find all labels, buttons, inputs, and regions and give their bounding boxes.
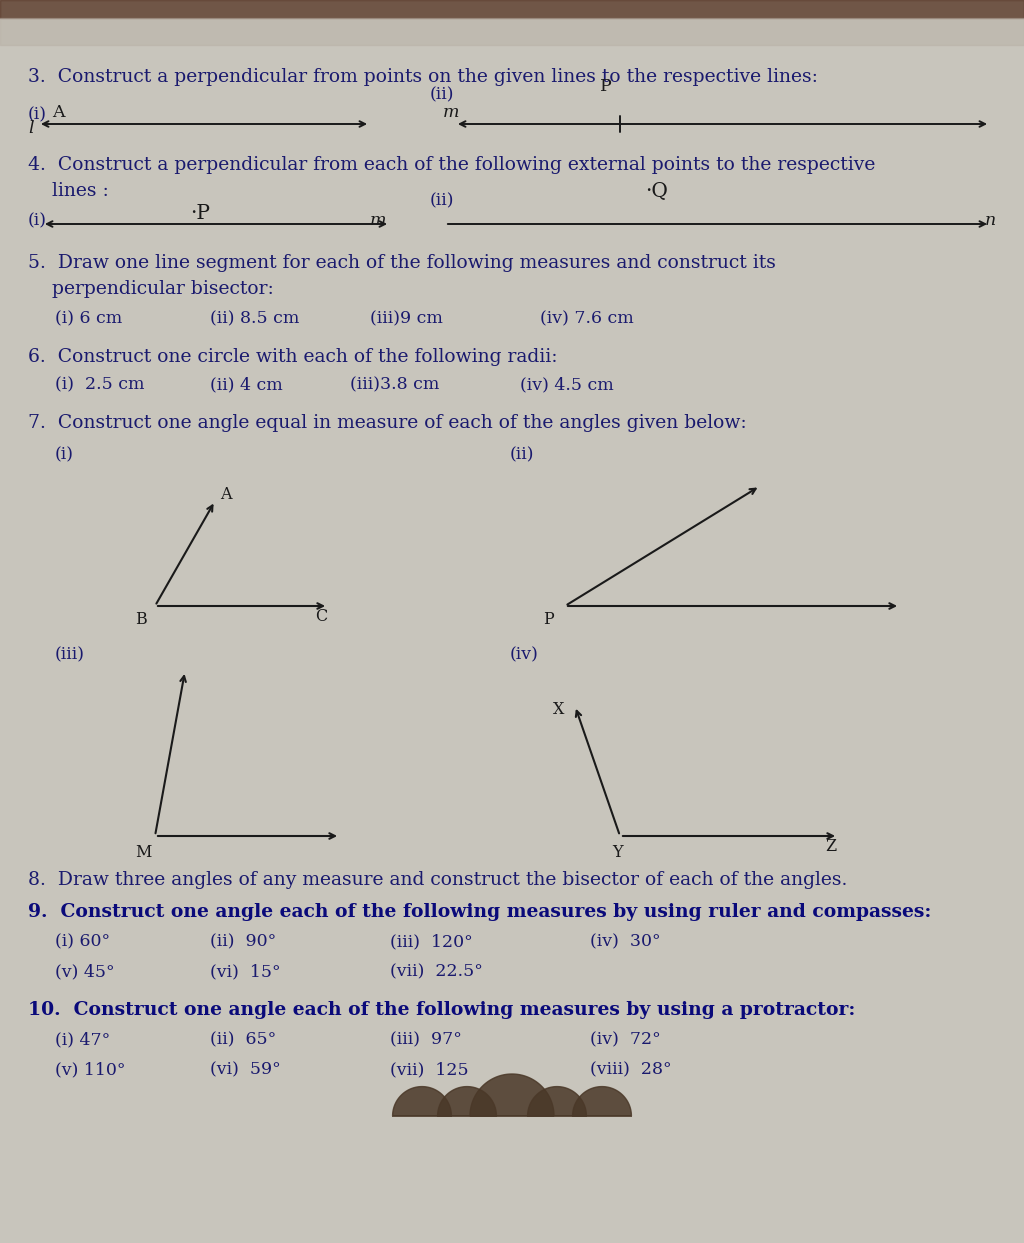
Text: (vii)  125: (vii) 125 [390, 1062, 469, 1078]
Text: 8.  Draw three angles of any measure and construct the bisector of each of the a: 8. Draw three angles of any measure and … [28, 871, 848, 889]
Text: 7.  Construct one angle equal in measure of each of the angles given below:: 7. Construct one angle equal in measure … [28, 414, 746, 433]
Text: 3.  Construct a perpendicular from points on the given lines to the respective l: 3. Construct a perpendicular from points… [28, 68, 818, 86]
Text: (iii)  120°: (iii) 120° [390, 933, 473, 950]
Text: (i) 47°: (i) 47° [55, 1030, 111, 1048]
Text: ·P: ·P [190, 204, 210, 222]
Polygon shape [392, 1086, 452, 1116]
Text: (iv) 4.5 cm: (iv) 4.5 cm [520, 375, 613, 393]
Polygon shape [527, 1086, 587, 1116]
Text: (viii)  28°: (viii) 28° [590, 1062, 672, 1078]
Text: (ii)  65°: (ii) 65° [210, 1030, 276, 1048]
Text: (v) 110°: (v) 110° [55, 1062, 126, 1078]
Text: (i): (i) [55, 446, 74, 462]
Text: (vi)  59°: (vi) 59° [210, 1062, 281, 1078]
Text: (iv) 7.6 cm: (iv) 7.6 cm [540, 310, 634, 327]
Text: A: A [220, 486, 231, 503]
Text: P: P [543, 612, 554, 628]
Text: (ii): (ii) [430, 191, 455, 209]
Text: m: m [443, 104, 460, 121]
Text: M: M [135, 844, 152, 861]
Text: C: C [315, 608, 328, 625]
Text: A: A [52, 104, 65, 121]
Text: (iii)3.8 cm: (iii)3.8 cm [350, 375, 439, 393]
Text: (iii)9 cm: (iii)9 cm [370, 310, 442, 327]
Text: (ii): (ii) [430, 86, 455, 103]
Text: Z: Z [825, 838, 837, 855]
Text: perpendicular bisector:: perpendicular bisector: [28, 280, 273, 298]
Text: n: n [985, 213, 996, 229]
Text: (iv): (iv) [510, 646, 539, 663]
Text: (i) 60°: (i) 60° [55, 933, 111, 950]
Text: m: m [370, 213, 386, 229]
Text: (i) 6 cm: (i) 6 cm [55, 310, 122, 327]
Text: (vii)  22.5°: (vii) 22.5° [390, 963, 483, 979]
Text: 10.  Construct one angle each of the following measures by using a protractor:: 10. Construct one angle each of the foll… [28, 1001, 855, 1019]
Text: 5.  Draw one line segment for each of the following measures and construct its: 5. Draw one line segment for each of the… [28, 254, 776, 272]
Text: B: B [135, 612, 146, 628]
Text: (ii) 4 cm: (ii) 4 cm [210, 375, 283, 393]
Text: 6.  Construct one circle with each of the following radii:: 6. Construct one circle with each of the… [28, 348, 557, 365]
Polygon shape [470, 1074, 554, 1116]
Polygon shape [437, 1086, 497, 1116]
Text: (i)  2.5 cm: (i) 2.5 cm [55, 375, 144, 393]
Text: (i): (i) [28, 106, 47, 123]
Text: 9.  Construct one angle each of the following measures by using ruler and compas: 9. Construct one angle each of the follo… [28, 902, 932, 921]
Text: l: l [28, 121, 34, 137]
Text: Y: Y [612, 844, 623, 861]
Text: X: X [553, 701, 564, 718]
Text: ·Q: ·Q [645, 181, 668, 201]
Text: (ii): (ii) [510, 446, 535, 462]
Text: lines :: lines : [28, 181, 109, 200]
Text: (iii)  97°: (iii) 97° [390, 1030, 462, 1048]
Text: (ii)  90°: (ii) 90° [210, 933, 276, 950]
Polygon shape [572, 1086, 632, 1116]
Text: (ii) 8.5 cm: (ii) 8.5 cm [210, 310, 299, 327]
Text: 4.  Construct a perpendicular from each of the following external points to the : 4. Construct a perpendicular from each o… [28, 157, 876, 174]
Text: (iv)  30°: (iv) 30° [590, 933, 660, 950]
Text: (vi)  15°: (vi) 15° [210, 963, 281, 979]
Text: (i): (i) [28, 213, 47, 229]
Text: P: P [600, 78, 611, 94]
Text: (v) 45°: (v) 45° [55, 963, 115, 979]
Text: (iii): (iii) [55, 646, 85, 663]
Text: (iv)  72°: (iv) 72° [590, 1030, 660, 1048]
